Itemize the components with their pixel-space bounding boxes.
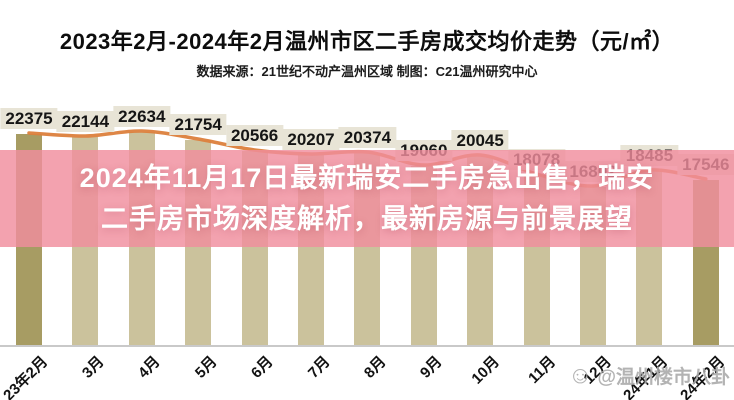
smiley-face-icon: ☺ [567, 361, 593, 389]
bar-value-label: 20566 [225, 125, 284, 146]
bar-value-label: 20374 [338, 127, 397, 148]
bar-value-label: 21754 [169, 114, 227, 135]
x-tick-label: 10月 [467, 353, 503, 388]
x-tick-label: 5月 [191, 353, 221, 382]
x-tick-label: 8月 [361, 353, 390, 382]
x-tick-label: 6月 [248, 353, 277, 382]
watermark-text: @温州楼市八卦 [597, 367, 730, 388]
x-axis-line [0, 345, 734, 347]
bar-value-label: 20045 [451, 130, 509, 151]
chart-header: 2023年2月-2024年2月温州市区二手房成交均价走势（元/㎡） 数据来源：2… [0, 24, 734, 80]
banner-headline-line2: 二手房市场深度解析，最新房源与前景展望 [101, 204, 633, 234]
watermark: ☺ @温州楼市八卦 [568, 362, 730, 389]
x-tick-label: 11月 [524, 353, 559, 387]
bar-value-label: 20207 [282, 129, 340, 150]
chart-subtitle: 数据来源：21世纪不动产温州区域 制图：C21温州研究中心 [196, 64, 538, 79]
x-tick-label: 9月 [417, 353, 446, 382]
x-tick-label: 7月 [304, 353, 334, 382]
x-tick-label: 4月 [135, 353, 164, 382]
bar-value-label: 22634 [113, 106, 171, 127]
bar-value-label: 22144 [56, 111, 115, 132]
banner-headline-line1: 2024年11月17日最新瑞安二手房急出售，瑞安 [79, 163, 655, 193]
x-tick-label: 23年2月 [0, 353, 52, 400]
chart-title: 2023年2月-2024年2月温州市区二手房成交均价走势（元/㎡） [59, 29, 675, 54]
overlay-banner: 2024年11月17日最新瑞安二手房急出售，瑞安 二手房市场深度解析，最新房源与… [0, 150, 734, 247]
x-tick-label: 3月 [79, 353, 108, 382]
bar-value-label: 22375 [0, 108, 58, 129]
